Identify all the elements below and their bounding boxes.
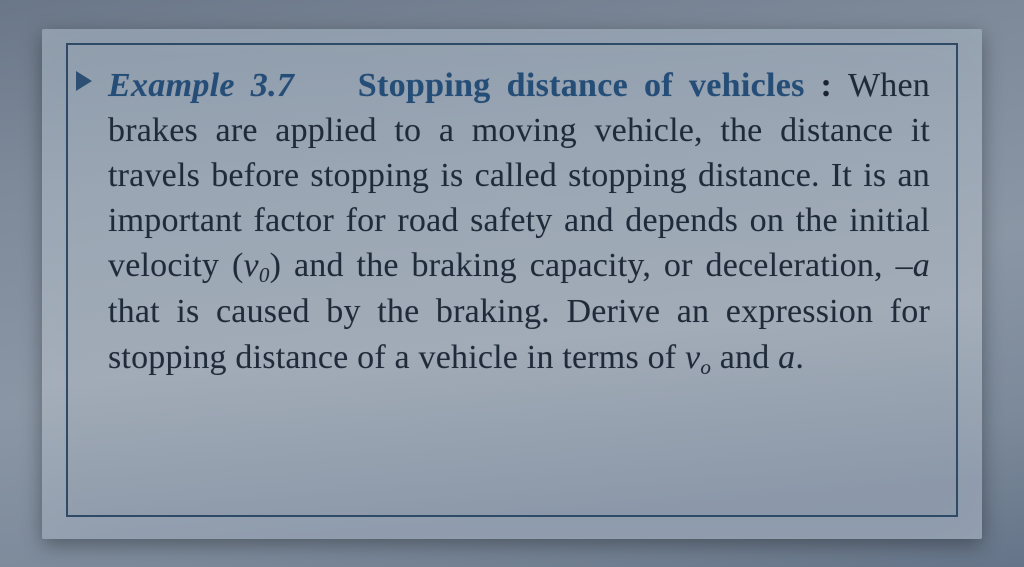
v-sub-1: 0 bbox=[259, 263, 270, 287]
v-sub-2: o bbox=[700, 354, 711, 378]
triangle-bullet-icon bbox=[76, 71, 92, 91]
spacer bbox=[310, 67, 342, 104]
a-symbol: a bbox=[778, 339, 795, 376]
body-part-3: that is caused by the braking. Derive an… bbox=[108, 293, 930, 375]
scanned-page: Example 3.7 Stopping distance of vehicle… bbox=[42, 29, 982, 539]
v-symbol-1: v bbox=[244, 247, 259, 284]
body-part-2: ) and the braking capacity, or decelerat… bbox=[270, 247, 896, 284]
example-title: Stopping distance of vehicles bbox=[358, 67, 805, 104]
neg-a: –a bbox=[896, 247, 930, 284]
period: . bbox=[795, 339, 804, 376]
colon: : bbox=[805, 67, 848, 104]
example-box: Example 3.7 Stopping distance of vehicle… bbox=[66, 43, 958, 517]
and-text: and bbox=[711, 339, 778, 376]
example-text: Example 3.7 Stopping distance of vehicle… bbox=[108, 63, 930, 381]
v-symbol-2: v bbox=[685, 339, 700, 376]
example-number: Example 3.7 bbox=[108, 67, 294, 104]
